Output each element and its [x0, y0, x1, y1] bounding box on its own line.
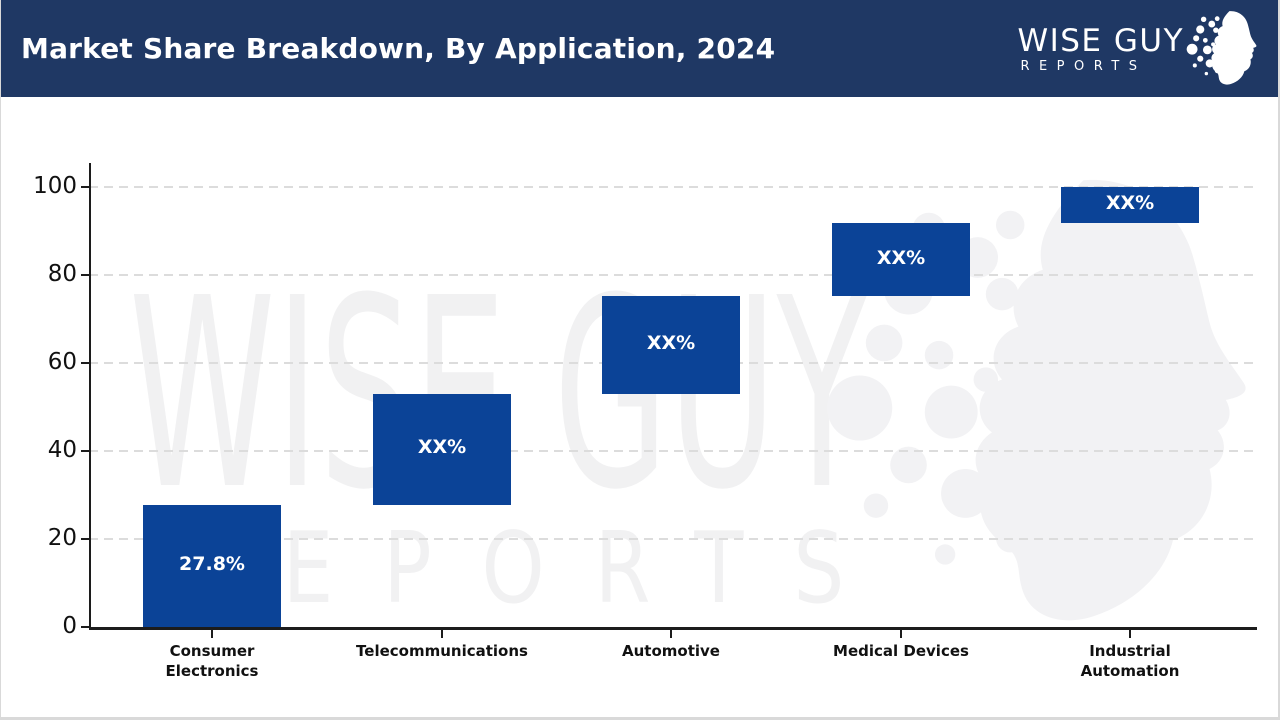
gridline-y-20	[89, 538, 1257, 540]
x-category-label: Industrial Automation	[1080, 642, 1180, 680]
gridline-y-80	[89, 274, 1257, 276]
y-axis-tick	[81, 362, 89, 364]
bar-1	[373, 393, 511, 505]
bar-value-label: XX%	[646, 331, 696, 354]
bar-value-label: XX%	[876, 246, 926, 269]
y-tick-label: 100	[33, 173, 77, 199]
brand-name: WISE GUY	[1017, 22, 1184, 59]
brand-logo: WISE GUY REPORTS	[1017, 7, 1268, 91]
brand-subname: REPORTS	[1020, 58, 1147, 74]
x-axis	[89, 627, 1257, 630]
head-profile-logo-icon	[1186, 10, 1257, 85]
y-axis-tick	[81, 274, 89, 276]
x-axis-tick	[900, 630, 902, 638]
bar-2	[602, 296, 740, 394]
brand-logo-text: WISE GUY REPORTS	[1017, 24, 1184, 74]
bar-value-label: XX%	[417, 436, 467, 459]
x-axis-tick	[211, 630, 213, 638]
gridline-y-100	[89, 186, 1257, 188]
y-axis-tick	[81, 626, 89, 628]
x-axis-tick	[1129, 630, 1131, 638]
gridline-y-40	[89, 450, 1257, 452]
watermark-head-profile-icon	[827, 179, 1246, 621]
x-axis-tick	[670, 630, 672, 638]
bar-4	[1061, 187, 1199, 224]
y-axis	[89, 163, 91, 629]
x-axis-tick	[441, 630, 443, 638]
x-category-label: Telecommunications	[356, 642, 528, 660]
header-bar: Market Share Breakdown, By Application, …	[1, 0, 1278, 97]
y-tick-label: 80	[47, 261, 77, 287]
y-tick-label: 20	[47, 525, 77, 551]
x-category-label: Automotive	[622, 642, 720, 660]
bar-value-label: 27.8%	[179, 552, 245, 575]
y-axis-tick	[81, 450, 89, 452]
y-tick-label: 0	[62, 613, 77, 639]
x-category-label: Medical Devices	[833, 642, 969, 660]
bar-value-label: XX%	[1105, 192, 1155, 215]
page-title: Market Share Breakdown, By Application, …	[21, 32, 776, 65]
watermark-subtext: REPORTS	[177, 512, 895, 626]
bar-3	[832, 223, 970, 297]
y-axis-tick	[81, 538, 89, 540]
y-axis-tick	[81, 186, 89, 188]
y-tick-label: 40	[47, 437, 77, 463]
x-category-label: Consumer Electronics	[165, 642, 259, 680]
bar-0	[143, 504, 281, 627]
y-tick-label: 60	[47, 349, 77, 375]
